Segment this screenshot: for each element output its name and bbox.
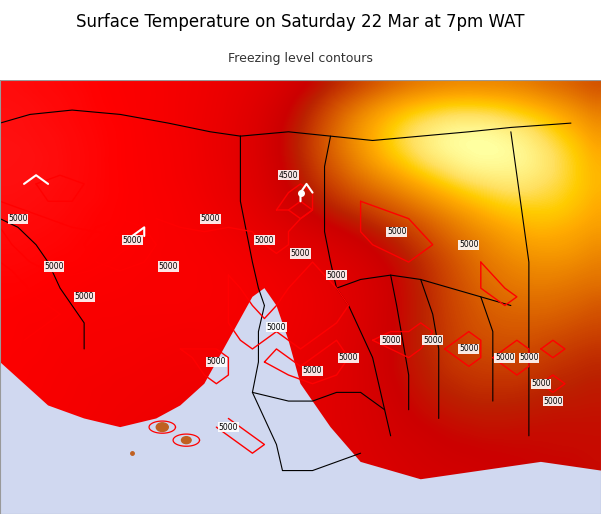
Text: 5000: 5000 <box>159 262 178 271</box>
Text: 5000: 5000 <box>531 379 551 388</box>
Text: 5000: 5000 <box>459 344 478 354</box>
Text: 5000: 5000 <box>219 423 238 432</box>
Text: 5000: 5000 <box>339 353 358 362</box>
Text: 5000: 5000 <box>207 357 226 366</box>
Text: 5000: 5000 <box>267 323 286 332</box>
Text: 5000: 5000 <box>201 214 220 223</box>
Text: 5000: 5000 <box>255 236 274 245</box>
Text: 5000: 5000 <box>123 236 142 245</box>
Text: 5000: 5000 <box>44 262 64 271</box>
Circle shape <box>156 423 168 431</box>
Text: 5000: 5000 <box>495 353 514 362</box>
Text: Surface Temperature on Saturday 22 Mar at 7pm WAT: Surface Temperature on Saturday 22 Mar a… <box>76 13 525 31</box>
Text: 5000: 5000 <box>291 249 310 258</box>
Circle shape <box>182 437 191 444</box>
Text: 5000: 5000 <box>519 353 538 362</box>
Text: 5000: 5000 <box>75 292 94 301</box>
Text: 5000: 5000 <box>543 397 563 406</box>
Text: 5000: 5000 <box>327 270 346 280</box>
Text: 4500: 4500 <box>279 171 298 180</box>
Text: 5000: 5000 <box>423 336 442 345</box>
Text: 5000: 5000 <box>387 227 406 236</box>
Text: 5000: 5000 <box>303 366 322 375</box>
Text: 5000: 5000 <box>459 240 478 249</box>
Text: 5000: 5000 <box>8 214 28 223</box>
Text: Freezing level contours: Freezing level contours <box>228 52 373 65</box>
Polygon shape <box>0 288 601 514</box>
Text: 5000: 5000 <box>381 336 400 345</box>
